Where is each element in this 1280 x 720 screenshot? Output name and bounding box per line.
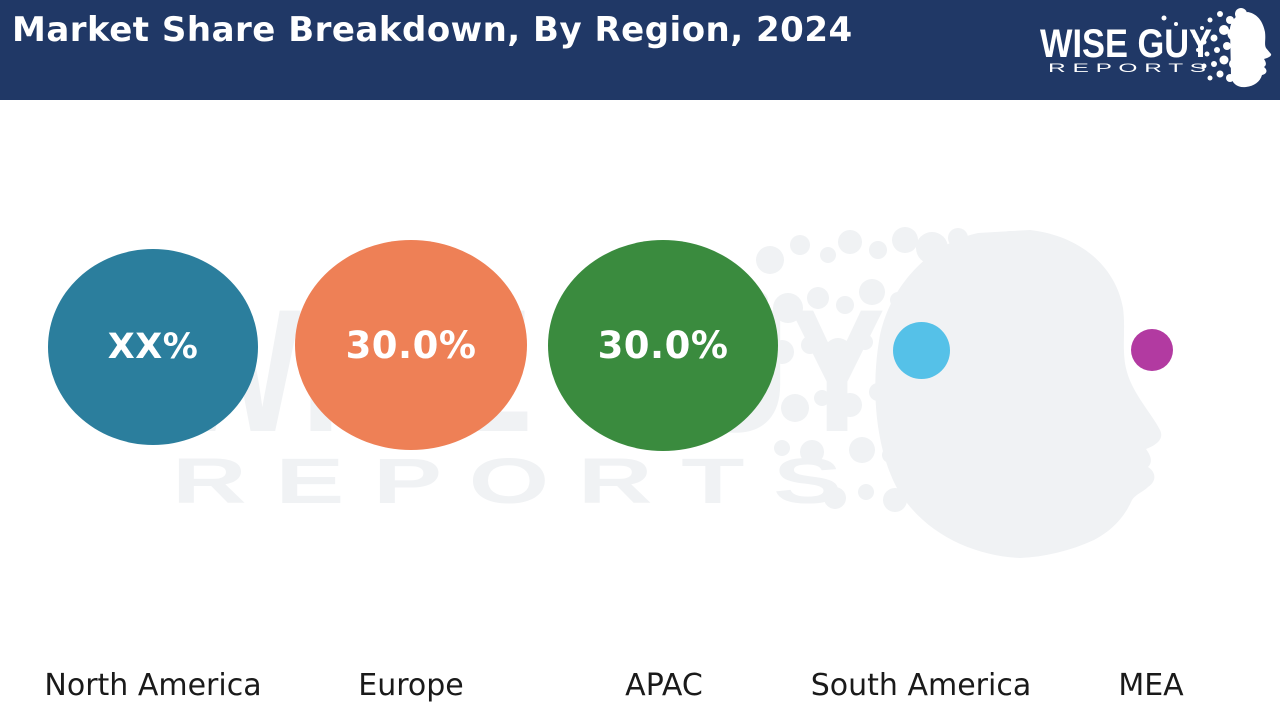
bubble-value-label: 30.0% [597,324,729,367]
region-label-apac: APAC [625,668,703,703]
wise-guy-logo: WISE GUY R E P O R T S [1040,8,1272,88]
region-label-mea: MEA [1118,668,1184,703]
page-title: Market Share Breakdown, By Region, 2024 [12,10,853,50]
bubble-north-america[interactable]: XX% [48,249,258,445]
header: Market Share Breakdown, By Region, 2024 … [0,0,1280,100]
watermark-head-icon [875,230,1162,558]
logo-head-icon [1161,8,1272,88]
watermark-subtitle: R E P O R T S [172,445,842,517]
bubble-value-label: 30.0% [345,323,477,367]
region-label-europe: Europe [358,668,464,703]
region-label-north-america: North America [44,668,262,703]
region-label-south-america: South America [810,668,1032,703]
bubble-south-america[interactable] [893,322,950,379]
bubble-europe[interactable]: 30.0% [295,240,527,450]
bubble-apac[interactable]: 30.0% [548,240,778,451]
logo-subtitle: R E P O R T S [1048,61,1206,75]
bubble-mea[interactable] [1131,329,1173,371]
bubble-value-label: XX% [107,327,199,367]
logo-wordmark: WISE GUY [1040,22,1212,66]
